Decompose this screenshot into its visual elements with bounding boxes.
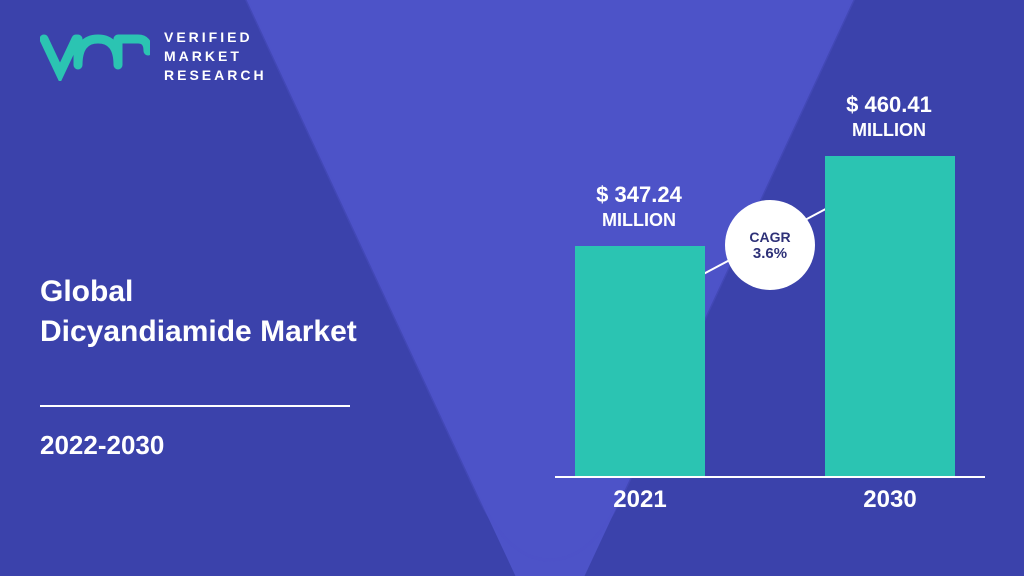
value-label-2021: $ 347.24 MILLION (559, 182, 719, 231)
date-range: 2022-2030 (40, 430, 164, 461)
title-line2: Dicyandiamide Market (40, 315, 357, 349)
title-block: Global Dicyandiamide Market (40, 275, 357, 349)
bar-2030 (825, 156, 955, 476)
bar-year-2021: 2021 (575, 486, 705, 514)
value-unit-2021: MILLION (559, 210, 719, 231)
cagr-label: CAGR (749, 229, 790, 245)
value-amount-2030: $ 460.41 (809, 92, 969, 118)
logo-text-line1: VERIFIED (164, 28, 267, 47)
value-unit-2030: MILLION (809, 120, 969, 141)
bar-year-2030: 2030 (825, 486, 955, 514)
divider (40, 405, 350, 407)
chart-baseline (555, 476, 985, 478)
bar-chart: 2021 2030 $ 347.24 MILLION $ 460.41 MILL… (555, 50, 985, 520)
logo-mark-icon (40, 31, 150, 81)
logo-text-line3: RESEARCH (164, 66, 267, 85)
cagr-badge: CAGR 3.6% (725, 200, 815, 290)
logo: VERIFIED MARKET RESEARCH (40, 28, 267, 85)
value-amount-2021: $ 347.24 (559, 182, 719, 208)
value-label-2030: $ 460.41 MILLION (809, 92, 969, 141)
cagr-value: 3.6% (753, 245, 787, 262)
bar-2021 (575, 246, 705, 476)
logo-text-line2: MARKET (164, 47, 267, 66)
title-line1: Global (40, 275, 357, 309)
logo-text: VERIFIED MARKET RESEARCH (164, 28, 267, 85)
